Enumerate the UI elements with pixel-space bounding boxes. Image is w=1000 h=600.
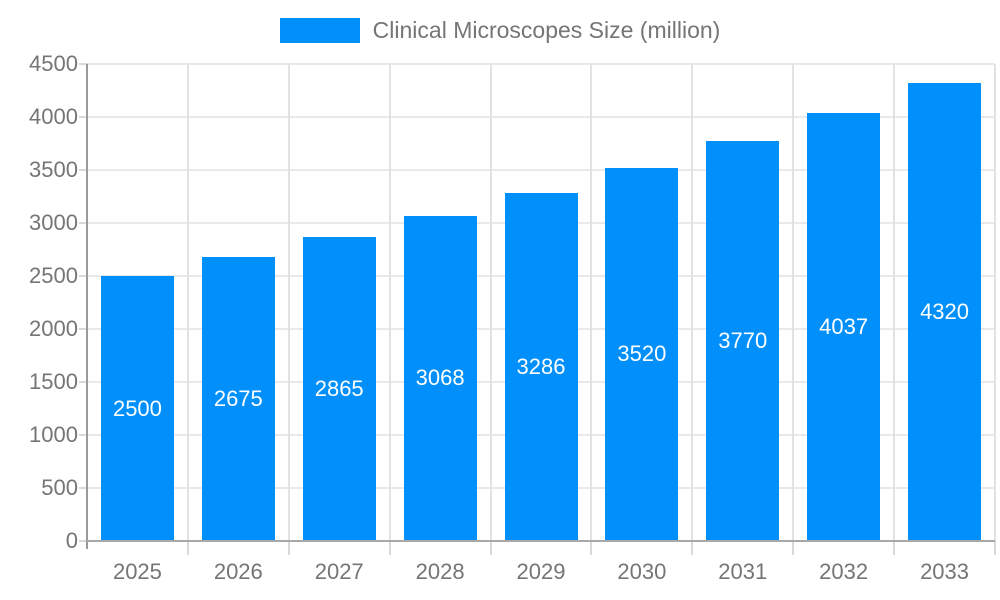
y-axis-tick — [79, 540, 87, 542]
x-gridline — [287, 64, 290, 541]
x-gridline — [691, 64, 694, 541]
y-axis-label: 2000 — [29, 316, 78, 341]
y-axis-label: 0 — [65, 528, 78, 553]
bar-value-label: 2865 — [314, 376, 364, 402]
x-axis-label: 2031 — [718, 559, 768, 584]
bar-value-label: 4320 — [920, 299, 970, 325]
x-axis-tick — [792, 541, 795, 555]
x-axis-tick — [388, 541, 391, 555]
y-axis-tick — [79, 116, 87, 118]
y-axis-tick — [79, 381, 87, 383]
bar[interactable] — [807, 113, 881, 541]
y-axis-label: 4000 — [29, 104, 78, 129]
y-axis-label: 3500 — [29, 157, 78, 182]
bar[interactable] — [403, 215, 477, 541]
x-gridline — [590, 64, 593, 541]
y-gridline — [87, 63, 995, 65]
bar[interactable] — [908, 83, 982, 541]
y-axis-tick — [79, 169, 87, 171]
x-axis-label: 2028 — [415, 559, 465, 584]
x-axis-label: 2032 — [819, 559, 869, 584]
bar-value-label: 2675 — [213, 386, 263, 412]
y-axis-tick — [79, 487, 87, 489]
y-axis-tick — [79, 63, 87, 65]
x-gridline — [994, 64, 996, 541]
x-gridline — [388, 64, 391, 541]
bar[interactable] — [201, 257, 275, 541]
x-axis-label: 2026 — [213, 559, 263, 584]
bar[interactable] — [605, 167, 679, 541]
y-axis-label: 4500 — [29, 51, 78, 76]
x-axis-tick — [489, 541, 492, 555]
bar-value-label: 2500 — [112, 395, 162, 421]
y-axis-label: 500 — [41, 475, 78, 500]
bar-value-label: 3286 — [516, 353, 566, 379]
x-axis-tick — [893, 541, 896, 555]
y-axis-tick — [79, 328, 87, 330]
legend[interactable]: Clinical Microscopes Size (million) — [0, 17, 1000, 44]
y-axis-tick — [79, 222, 87, 224]
bar-value-label: 4037 — [819, 314, 869, 340]
bar[interactable] — [706, 141, 780, 541]
bar-value-label: 3770 — [718, 328, 768, 354]
y-axis-label: 2500 — [29, 263, 78, 288]
x-axis-tick — [186, 541, 189, 555]
x-axis-tick — [590, 541, 593, 555]
y-axis-label: 1000 — [29, 422, 78, 447]
y-axis-label: 3000 — [29, 210, 78, 235]
x-axis-tick — [994, 541, 996, 555]
y-gridline — [87, 116, 995, 118]
x-axis-label: 2029 — [516, 559, 566, 584]
x-gridline — [489, 64, 492, 541]
x-axis-tick — [287, 541, 290, 555]
x-axis-label: 2025 — [112, 559, 162, 584]
x-axis-tick — [691, 541, 694, 555]
y-axis — [86, 64, 88, 549]
legend-swatch — [279, 18, 360, 43]
bar[interactable] — [302, 237, 376, 541]
y-axis-tick — [79, 275, 87, 277]
x-gridline — [792, 64, 795, 541]
x-axis-label: 2030 — [617, 559, 667, 584]
legend-label: Clinical Microscopes Size (million) — [372, 17, 721, 43]
x-axis-label: 2027 — [314, 559, 364, 584]
bar[interactable] — [504, 192, 578, 541]
bar[interactable] — [100, 276, 174, 541]
x-axis-label: 2033 — [920, 559, 970, 584]
y-axis-label: 1500 — [29, 369, 78, 394]
y-gridline — [87, 169, 995, 171]
y-axis-tick — [79, 434, 87, 436]
x-axis — [87, 540, 995, 542]
bar-value-label: 3068 — [415, 365, 465, 391]
bar-value-label: 3520 — [617, 341, 667, 367]
x-gridline — [893, 64, 896, 541]
x-gridline — [186, 64, 189, 541]
